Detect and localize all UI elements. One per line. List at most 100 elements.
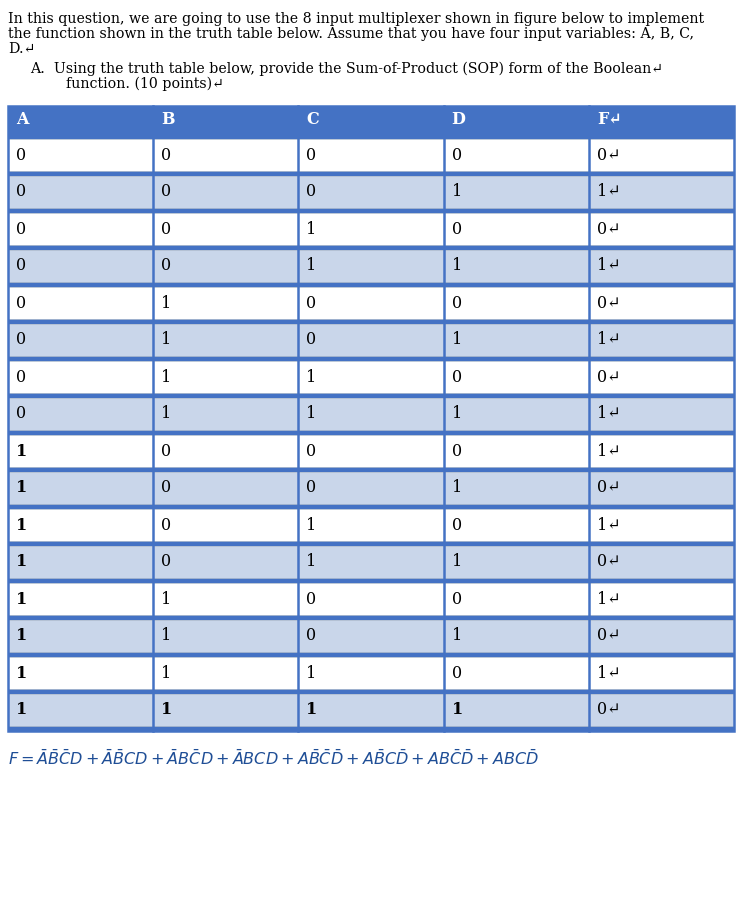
Bar [8, 393, 734, 398]
Bar [8, 472, 734, 504]
Bar [444, 583, 589, 615]
Text: 1↵: 1↵ [597, 184, 620, 201]
Text: D: D [452, 110, 465, 127]
Text: 1: 1 [16, 701, 27, 718]
Text: 0: 0 [16, 146, 26, 163]
Text: 0↵: 0↵ [597, 294, 620, 311]
Text: 1: 1 [16, 553, 27, 570]
Text: 1: 1 [452, 405, 462, 422]
Bar [8, 176, 153, 208]
Text: 0↵: 0↵ [597, 553, 620, 570]
Bar [298, 398, 444, 430]
Text: 1: 1 [16, 628, 27, 645]
Text: 0: 0 [452, 665, 462, 682]
Bar [8, 615, 734, 620]
Bar [589, 657, 734, 689]
Text: 0↵: 0↵ [597, 701, 620, 718]
Bar [153, 509, 298, 541]
Text: 1: 1 [16, 480, 27, 497]
Text: 0: 0 [16, 369, 26, 386]
Bar [589, 435, 734, 467]
Text: 1: 1 [161, 332, 171, 349]
Text: 0: 0 [16, 405, 26, 422]
Text: 0: 0 [306, 146, 317, 163]
Bar [589, 472, 734, 504]
Bar [298, 176, 444, 208]
Bar [8, 319, 734, 324]
Text: 0: 0 [161, 184, 171, 201]
Bar [444, 139, 589, 171]
Bar [153, 583, 298, 615]
Bar [8, 132, 734, 139]
Text: 1: 1 [306, 221, 317, 238]
Bar [589, 213, 734, 245]
Bar [153, 620, 298, 652]
Text: 1: 1 [161, 665, 171, 682]
Text: In this question, we are going to use the 8 input multiplexer shown in figure be: In this question, we are going to use th… [8, 12, 704, 26]
Bar [8, 356, 734, 361]
Text: A.  Using the truth table below, provide the Sum-of-Product (SOP) form of the Bo: A. Using the truth table below, provide … [30, 62, 663, 76]
Bar [8, 694, 734, 726]
Text: 1: 1 [306, 701, 318, 718]
Text: 0: 0 [306, 480, 317, 497]
Text: 0: 0 [161, 553, 171, 570]
Bar [298, 361, 444, 393]
Text: $F = \bar{A}\bar{B}\bar{C}D + \bar{A}\bar{B}CD + \bar{A}B\bar{C}D + \bar{A}BCD +: $F = \bar{A}\bar{B}\bar{C}D + \bar{A}\ba… [8, 749, 539, 768]
Bar [8, 694, 153, 726]
Text: 1: 1 [306, 665, 317, 682]
Bar [8, 282, 734, 287]
Text: 1: 1 [161, 628, 171, 645]
Text: D.↵: D.↵ [8, 42, 36, 56]
Bar [444, 176, 589, 208]
Text: 0: 0 [452, 517, 462, 534]
Text: 1: 1 [16, 590, 27, 607]
Bar [298, 139, 444, 171]
Bar [298, 250, 444, 282]
Text: 0: 0 [16, 184, 26, 201]
Text: 1: 1 [16, 442, 27, 459]
Bar [8, 361, 734, 393]
Bar [298, 435, 444, 467]
Text: 0: 0 [452, 442, 462, 459]
Text: 1↵: 1↵ [597, 442, 620, 459]
Bar [153, 213, 298, 245]
Bar [8, 213, 153, 245]
Bar [153, 139, 298, 171]
Bar [153, 398, 298, 430]
Bar [444, 324, 589, 356]
Bar [8, 620, 734, 652]
Bar [8, 472, 153, 504]
Bar [8, 213, 734, 245]
Text: 1: 1 [452, 257, 462, 274]
Text: 1: 1 [306, 257, 317, 274]
Text: 1: 1 [161, 590, 171, 607]
Bar [444, 398, 589, 430]
Bar [8, 726, 734, 731]
Bar [8, 208, 734, 213]
Bar [589, 361, 734, 393]
Text: 0: 0 [306, 332, 317, 349]
Bar [8, 435, 153, 467]
Text: 0: 0 [306, 442, 317, 459]
Text: 1↵: 1↵ [597, 332, 620, 349]
Bar [153, 361, 298, 393]
Text: 1↵: 1↵ [597, 405, 620, 422]
Text: C: C [306, 110, 319, 127]
Text: 1↵: 1↵ [597, 590, 620, 607]
Text: 0: 0 [16, 257, 26, 274]
Text: 0: 0 [16, 332, 26, 349]
Bar [444, 361, 589, 393]
Bar [444, 509, 589, 541]
Bar [589, 324, 734, 356]
Bar [589, 250, 734, 282]
Text: 1: 1 [161, 294, 171, 311]
Bar [153, 287, 298, 319]
Text: 0: 0 [306, 628, 317, 645]
Bar [8, 287, 153, 319]
Bar [8, 657, 734, 689]
Bar [298, 546, 444, 578]
Text: 1: 1 [306, 517, 317, 534]
Text: 0↵: 0↵ [597, 146, 620, 163]
Text: 1: 1 [16, 665, 27, 682]
Text: 1: 1 [452, 701, 463, 718]
